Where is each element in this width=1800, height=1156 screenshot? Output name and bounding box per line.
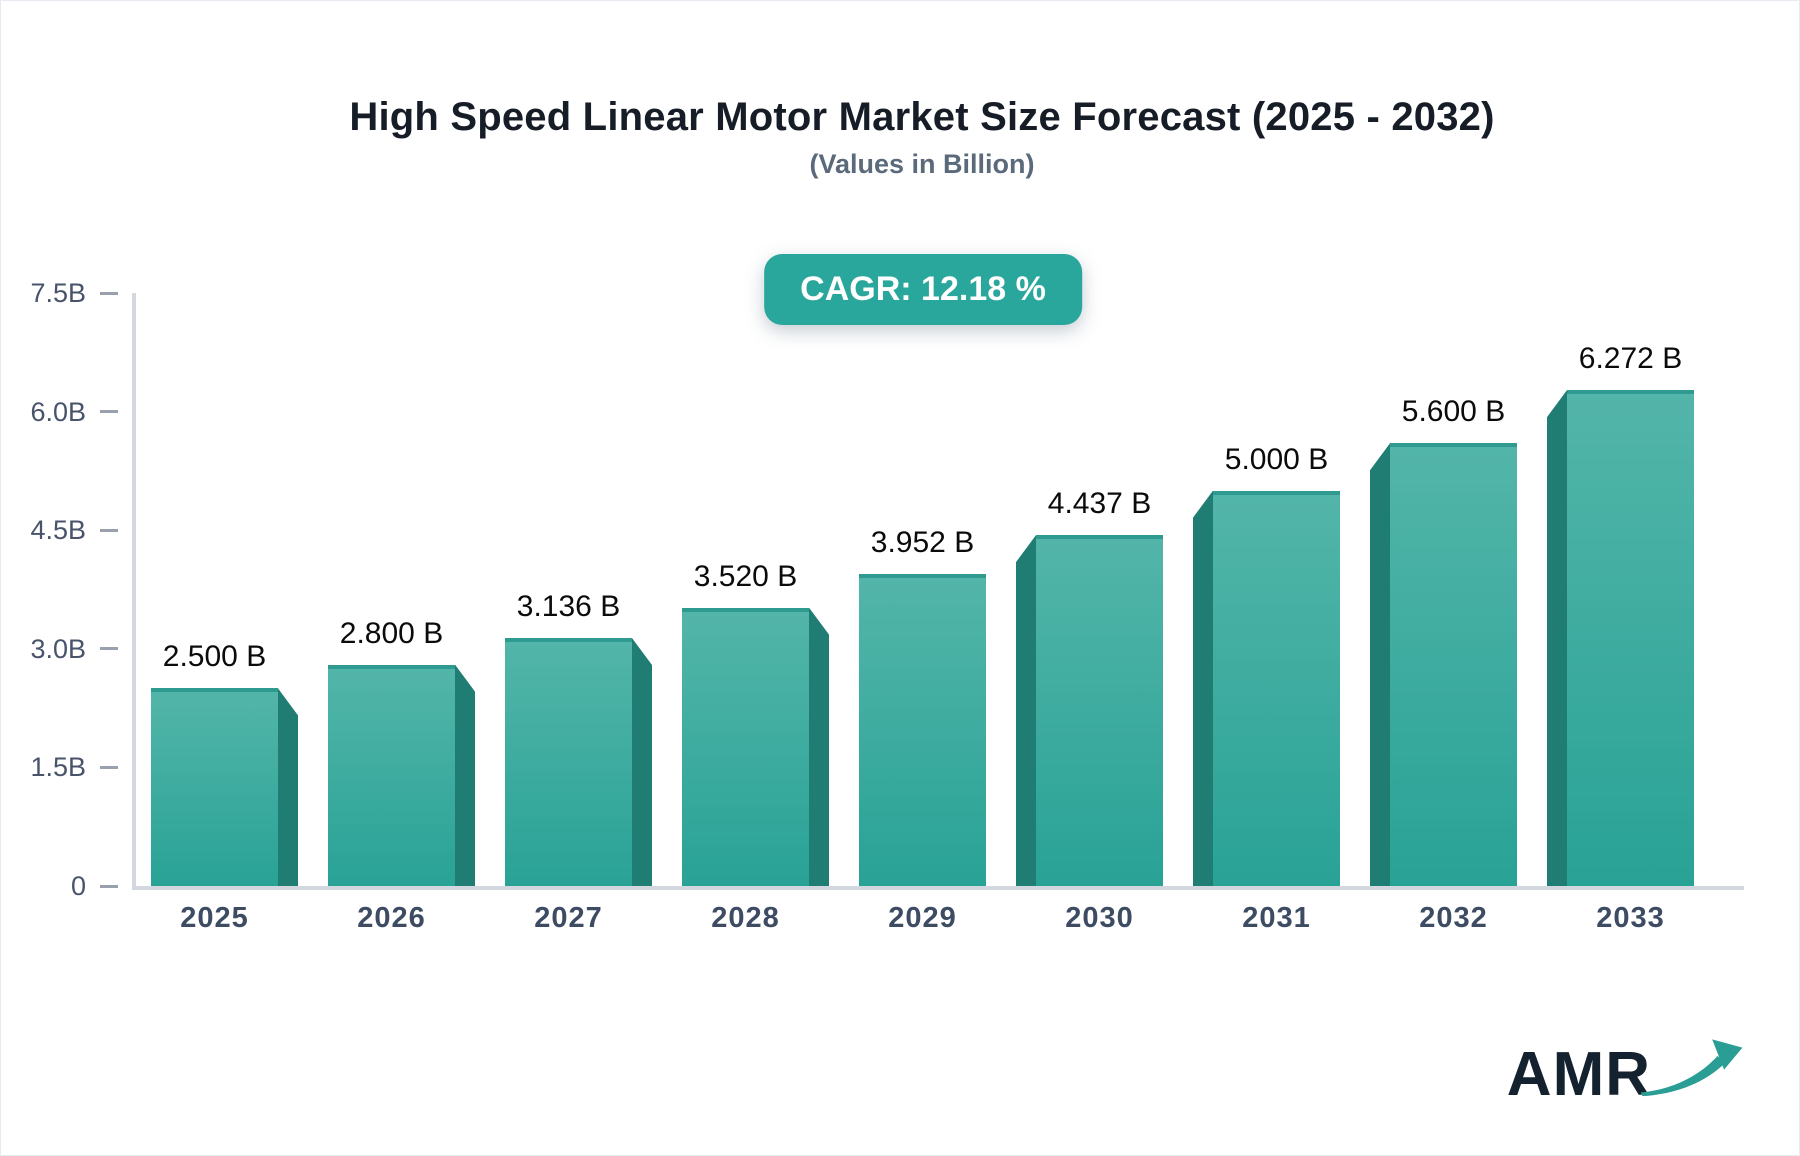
bar-2027 — [505, 638, 632, 886]
x-axis-label-2031: 2031 — [1242, 902, 1311, 934]
y-axis-tick-label: 3.0B — [30, 633, 86, 664]
bar-3d-side — [1547, 390, 1567, 886]
x-axis-label-2029: 2029 — [888, 902, 957, 934]
bar-value-label: 4.437 B — [1047, 487, 1152, 521]
x-axis-label-2026: 2026 — [357, 902, 426, 934]
y-axis-tick-mark — [100, 647, 118, 651]
bar-3d-side — [632, 638, 652, 886]
bar-2032 — [1390, 443, 1517, 886]
y-axis-tick-mark — [100, 410, 118, 414]
y-axis-tick-mark — [100, 291, 118, 295]
chart-title: High Speed Linear Motor Market Size Fore… — [349, 95, 1495, 139]
x-axis-label-2030: 2030 — [1065, 902, 1134, 934]
bar-value-label: 2.800 B — [339, 616, 444, 650]
bar-2031 — [1213, 490, 1340, 886]
trend-up-arrow-icon — [1637, 1032, 1747, 1103]
y-axis-tick-label: 7.5B — [30, 278, 86, 308]
chart-subtitle: (Values in Billion) — [809, 149, 1035, 179]
bar-2030 — [1036, 535, 1163, 886]
bar-value-label: 3.952 B — [870, 525, 975, 559]
y-axis-tick-label: 1.5B — [30, 752, 86, 783]
bar-3d-side — [278, 688, 298, 886]
bar-2033 — [1567, 390, 1694, 886]
bar-2026 — [328, 664, 455, 886]
y-axis-tick-mark — [100, 884, 118, 888]
bar-value-label: 3.136 B — [516, 590, 621, 624]
bar-value-label: 5.000 B — [1224, 442, 1329, 476]
bar-3d-side — [809, 607, 829, 886]
bar-value-label: 6.272 B — [1578, 342, 1683, 376]
bar-2028 — [682, 607, 809, 886]
cagr-badge: CAGR: 12.18 % — [764, 254, 1082, 325]
x-axis-label-2032: 2032 — [1419, 902, 1488, 934]
y-axis-tick-mark — [100, 765, 118, 769]
x-axis-label-2033: 2033 — [1596, 902, 1665, 934]
y-axis-tick-label: 4.5B — [30, 515, 86, 546]
brand-logo-text: AMR — [1506, 1040, 1651, 1109]
bar-3d-side — [1193, 490, 1213, 886]
brand-logo: AMR — [1506, 1032, 1747, 1109]
bar-value-label: 3.520 B — [693, 559, 798, 593]
y-axis-tick-label: 6.0B — [30, 396, 86, 427]
bar-3d-side — [455, 664, 475, 886]
bar-value-label: 2.500 B — [162, 640, 267, 674]
x-axis-label-2027: 2027 — [534, 902, 603, 934]
x-axis-label-2025: 2025 — [180, 902, 249, 934]
bar-3d-side — [1016, 535, 1036, 886]
y-axis-line — [132, 293, 136, 886]
y-axis-tick-mark — [100, 528, 118, 532]
x-axis-label-2028: 2028 — [711, 902, 780, 934]
x-axis-line — [132, 886, 1744, 890]
bar-value-label: 5.600 B — [1401, 395, 1506, 429]
bar-3d-side — [1370, 443, 1390, 886]
bar-2025 — [151, 688, 278, 886]
y-axis-tick-label: 0 — [70, 871, 86, 901]
bar-2029 — [859, 573, 986, 886]
